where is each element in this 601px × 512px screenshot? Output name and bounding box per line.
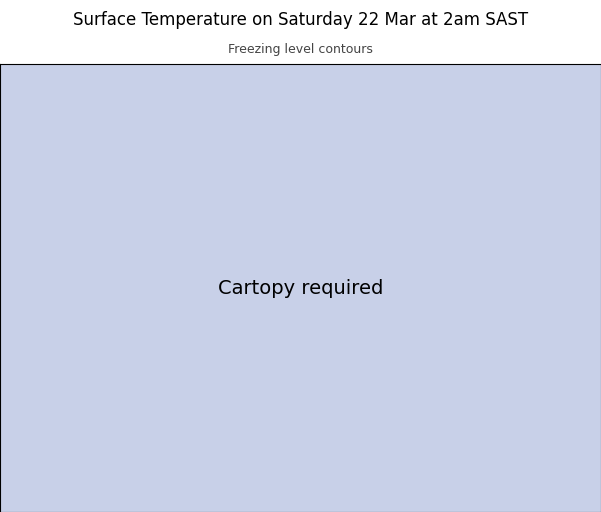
Text: Surface Temperature on Saturday 22 Mar at 2am SAST: Surface Temperature on Saturday 22 Mar a… [73, 11, 528, 30]
Text: Cartopy required: Cartopy required [218, 279, 383, 297]
Text: Freezing level contours: Freezing level contours [228, 44, 373, 56]
